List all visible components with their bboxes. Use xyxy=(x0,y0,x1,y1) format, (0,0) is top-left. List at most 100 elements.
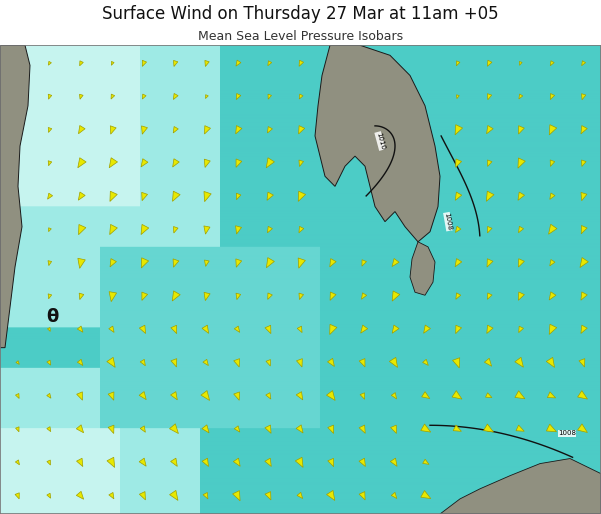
Polygon shape xyxy=(362,293,367,299)
Polygon shape xyxy=(79,225,86,235)
Polygon shape xyxy=(140,359,145,366)
Polygon shape xyxy=(453,358,460,368)
Polygon shape xyxy=(518,158,525,168)
Polygon shape xyxy=(582,160,586,167)
Polygon shape xyxy=(236,94,241,100)
Polygon shape xyxy=(440,458,601,514)
Polygon shape xyxy=(423,459,429,464)
Polygon shape xyxy=(484,358,492,366)
Polygon shape xyxy=(139,392,146,400)
Polygon shape xyxy=(173,259,179,267)
Polygon shape xyxy=(174,61,178,66)
Polygon shape xyxy=(234,326,240,333)
Polygon shape xyxy=(421,490,431,499)
Polygon shape xyxy=(315,45,440,242)
Polygon shape xyxy=(233,490,240,501)
Polygon shape xyxy=(47,393,51,398)
Polygon shape xyxy=(107,357,115,368)
Polygon shape xyxy=(48,127,52,133)
Polygon shape xyxy=(456,226,461,232)
Polygon shape xyxy=(109,158,118,168)
Polygon shape xyxy=(234,392,240,400)
Polygon shape xyxy=(551,94,555,100)
Polygon shape xyxy=(79,125,85,134)
Polygon shape xyxy=(390,458,397,466)
Polygon shape xyxy=(549,292,556,300)
Polygon shape xyxy=(15,493,19,499)
Polygon shape xyxy=(578,424,587,432)
Polygon shape xyxy=(330,324,337,335)
Polygon shape xyxy=(515,391,525,399)
Polygon shape xyxy=(265,425,271,433)
Polygon shape xyxy=(579,359,585,367)
Polygon shape xyxy=(109,492,114,499)
Polygon shape xyxy=(392,259,399,267)
Polygon shape xyxy=(392,325,399,333)
Polygon shape xyxy=(111,61,114,65)
Polygon shape xyxy=(236,159,242,168)
Polygon shape xyxy=(173,94,178,100)
Polygon shape xyxy=(326,490,335,501)
Polygon shape xyxy=(297,326,302,333)
Polygon shape xyxy=(141,258,148,268)
Polygon shape xyxy=(140,426,145,432)
Polygon shape xyxy=(236,60,241,66)
Polygon shape xyxy=(519,259,525,267)
Polygon shape xyxy=(359,359,365,367)
Polygon shape xyxy=(546,424,557,432)
Polygon shape xyxy=(298,191,306,201)
Polygon shape xyxy=(169,424,178,433)
Polygon shape xyxy=(236,259,242,267)
Polygon shape xyxy=(296,359,302,367)
Polygon shape xyxy=(48,261,52,266)
Polygon shape xyxy=(457,95,459,99)
Polygon shape xyxy=(204,159,210,168)
Polygon shape xyxy=(265,325,271,334)
Polygon shape xyxy=(582,94,586,100)
Polygon shape xyxy=(549,224,557,234)
Polygon shape xyxy=(487,60,492,66)
Polygon shape xyxy=(47,193,53,199)
Polygon shape xyxy=(174,227,178,233)
Polygon shape xyxy=(49,228,51,232)
Polygon shape xyxy=(77,392,82,400)
Polygon shape xyxy=(267,226,272,233)
Polygon shape xyxy=(551,160,555,167)
Polygon shape xyxy=(110,191,117,201)
Polygon shape xyxy=(171,458,177,466)
Polygon shape xyxy=(487,226,492,233)
Polygon shape xyxy=(550,260,555,266)
Polygon shape xyxy=(16,460,19,465)
Polygon shape xyxy=(326,391,335,400)
Polygon shape xyxy=(519,326,523,333)
Polygon shape xyxy=(519,126,524,134)
Polygon shape xyxy=(328,358,334,366)
Polygon shape xyxy=(359,425,365,433)
Polygon shape xyxy=(362,260,367,266)
Polygon shape xyxy=(234,359,240,367)
Polygon shape xyxy=(171,392,177,400)
Polygon shape xyxy=(519,62,522,65)
Polygon shape xyxy=(203,492,208,499)
Polygon shape xyxy=(410,242,435,295)
Polygon shape xyxy=(142,192,148,200)
Polygon shape xyxy=(202,325,209,334)
Polygon shape xyxy=(519,226,523,233)
Polygon shape xyxy=(204,226,210,234)
Polygon shape xyxy=(16,361,19,364)
Polygon shape xyxy=(330,259,336,267)
Polygon shape xyxy=(455,124,463,135)
Polygon shape xyxy=(359,491,365,500)
Polygon shape xyxy=(142,292,148,300)
Text: Surface Wind on Thursday 27 Mar at 11am +05: Surface Wind on Thursday 27 Mar at 11am … xyxy=(102,6,499,24)
Polygon shape xyxy=(487,259,493,267)
Polygon shape xyxy=(204,125,210,134)
Polygon shape xyxy=(453,425,462,431)
Polygon shape xyxy=(16,394,19,398)
Polygon shape xyxy=(452,391,462,399)
Polygon shape xyxy=(391,492,397,499)
Polygon shape xyxy=(421,424,431,432)
Polygon shape xyxy=(203,359,209,365)
Polygon shape xyxy=(330,292,336,300)
Polygon shape xyxy=(205,61,209,66)
